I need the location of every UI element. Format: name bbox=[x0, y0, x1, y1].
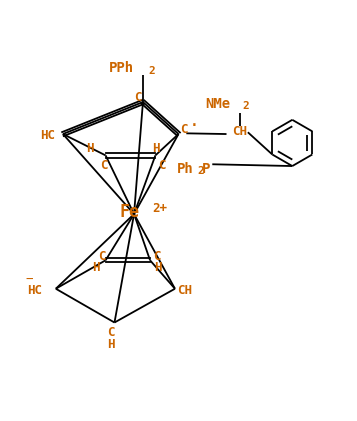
Text: 2+: 2+ bbox=[152, 202, 167, 215]
Text: H: H bbox=[154, 261, 162, 274]
Text: NMe: NMe bbox=[205, 97, 230, 111]
Text: H: H bbox=[92, 261, 100, 274]
Text: C: C bbox=[134, 91, 141, 104]
Text: 2: 2 bbox=[148, 66, 155, 76]
Text: PPh: PPh bbox=[109, 61, 134, 75]
Text: Fe: Fe bbox=[119, 203, 139, 221]
Text: HC: HC bbox=[40, 129, 55, 142]
Text: 2: 2 bbox=[197, 166, 204, 176]
Text: CH: CH bbox=[177, 284, 192, 297]
Text: P: P bbox=[202, 162, 210, 176]
Text: CH: CH bbox=[232, 125, 247, 138]
Text: 2: 2 bbox=[242, 101, 249, 111]
Text: H: H bbox=[86, 142, 94, 155]
Text: C: C bbox=[153, 250, 160, 263]
Text: C: C bbox=[158, 159, 166, 172]
Text: H: H bbox=[152, 142, 159, 155]
Text: H: H bbox=[107, 338, 115, 352]
Text: C: C bbox=[99, 250, 106, 263]
Text: −: − bbox=[26, 273, 33, 286]
Text: HC: HC bbox=[27, 284, 42, 297]
Text: C: C bbox=[107, 326, 115, 339]
Text: ·: · bbox=[188, 117, 199, 135]
Text: Ph: Ph bbox=[177, 162, 193, 176]
Text: C: C bbox=[100, 159, 108, 172]
Text: C: C bbox=[180, 123, 188, 136]
